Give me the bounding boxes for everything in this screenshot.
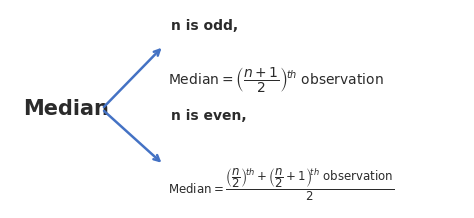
Text: $\mathregular{Median} = \dfrac{\left(\dfrac{n}{2}\right)^{\!\mathit{th}}+\left(\: $\mathregular{Median} = \dfrac{\left(\df… (168, 167, 394, 203)
Text: $\mathregular{Median} = \left(\dfrac{n+1}{2}\right)^{\!\mathit{th}}\ \mathregula: $\mathregular{Median} = \left(\dfrac{n+1… (168, 65, 384, 94)
Text: n is even,: n is even, (171, 109, 246, 123)
Text: Median: Median (23, 99, 109, 119)
Text: n is odd,: n is odd, (171, 19, 238, 33)
